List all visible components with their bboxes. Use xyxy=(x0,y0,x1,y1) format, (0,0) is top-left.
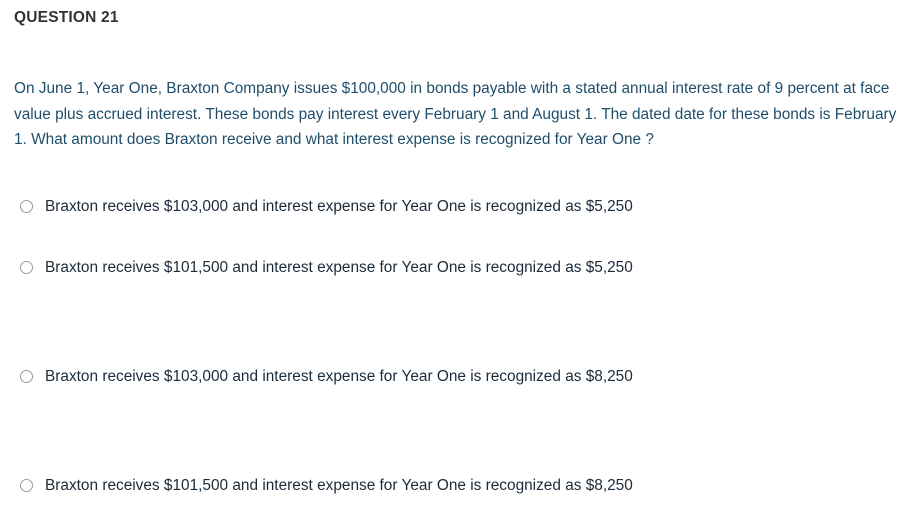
answer-option-b-label[interactable]: Braxton receives $101,500 and interest e… xyxy=(45,259,633,276)
answer-option-b[interactable]: Braxton receives $101,500 and interest e… xyxy=(0,257,920,278)
radio-unchecked-icon[interactable] xyxy=(20,370,33,383)
answer-option-c-label[interactable]: Braxton receives $103,000 and interest e… xyxy=(45,368,633,385)
question-stem-text: On June 1, Year One, Braxton Company iss… xyxy=(14,80,897,148)
answer-option-a[interactable]: Braxton receives $103,000 and interest e… xyxy=(0,196,920,217)
page-title: QUESTION 21 xyxy=(14,9,119,26)
radio-unchecked-icon[interactable] xyxy=(20,479,33,492)
answer-options-list: Braxton receives $103,000 and interest e… xyxy=(0,196,920,496)
answer-option-c[interactable]: Braxton receives $103,000 and interest e… xyxy=(0,366,920,387)
answer-option-a-label[interactable]: Braxton receives $103,000 and interest e… xyxy=(45,198,633,215)
radio-unchecked-icon[interactable] xyxy=(20,200,33,213)
answer-option-d-label[interactable]: Braxton receives $101,500 and interest e… xyxy=(45,477,633,494)
answer-option-d[interactable]: Braxton receives $101,500 and interest e… xyxy=(0,475,920,496)
radio-unchecked-icon[interactable] xyxy=(20,261,33,274)
